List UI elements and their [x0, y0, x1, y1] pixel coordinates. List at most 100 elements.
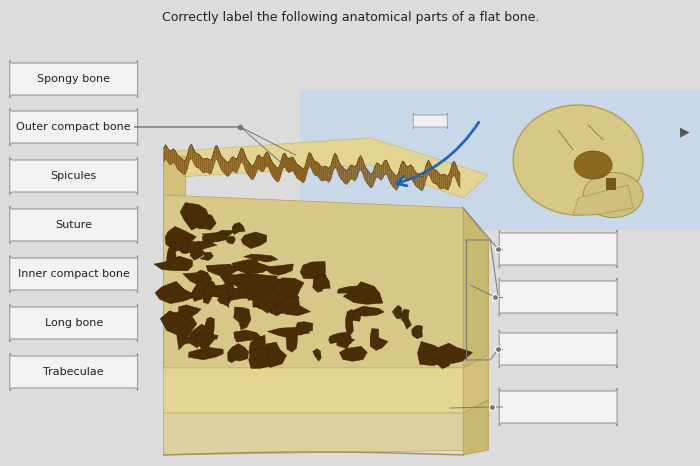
Polygon shape: [386, 160, 389, 179]
Polygon shape: [349, 165, 351, 182]
Polygon shape: [164, 138, 488, 198]
Polygon shape: [218, 295, 230, 307]
Polygon shape: [422, 172, 424, 191]
Polygon shape: [190, 324, 211, 348]
Polygon shape: [259, 155, 261, 171]
Polygon shape: [384, 160, 386, 175]
Polygon shape: [232, 259, 271, 274]
Polygon shape: [303, 167, 305, 183]
Polygon shape: [172, 149, 174, 164]
Polygon shape: [396, 173, 398, 190]
Ellipse shape: [513, 105, 643, 215]
Polygon shape: [319, 164, 321, 180]
Polygon shape: [176, 151, 178, 169]
Polygon shape: [244, 254, 278, 262]
Polygon shape: [363, 159, 365, 179]
Polygon shape: [360, 156, 363, 173]
Polygon shape: [343, 167, 345, 184]
Polygon shape: [241, 148, 243, 164]
Polygon shape: [325, 166, 327, 181]
Polygon shape: [200, 252, 214, 260]
Polygon shape: [273, 163, 275, 179]
Polygon shape: [164, 400, 488, 455]
Polygon shape: [299, 165, 301, 181]
Polygon shape: [202, 233, 228, 243]
Ellipse shape: [574, 151, 612, 179]
Polygon shape: [307, 153, 309, 173]
Polygon shape: [195, 153, 197, 168]
Polygon shape: [172, 241, 217, 253]
Polygon shape: [346, 168, 349, 185]
Polygon shape: [305, 159, 307, 181]
Polygon shape: [332, 332, 351, 349]
Polygon shape: [289, 157, 291, 173]
Polygon shape: [274, 278, 304, 297]
FancyBboxPatch shape: [499, 278, 617, 316]
Polygon shape: [277, 167, 279, 182]
Polygon shape: [300, 261, 326, 279]
Polygon shape: [433, 349, 449, 369]
Polygon shape: [181, 158, 183, 174]
Polygon shape: [430, 164, 433, 182]
Polygon shape: [168, 288, 186, 296]
Polygon shape: [219, 151, 221, 170]
Polygon shape: [327, 167, 329, 182]
Polygon shape: [209, 159, 211, 174]
Polygon shape: [345, 169, 346, 185]
Polygon shape: [450, 163, 452, 185]
Polygon shape: [329, 165, 331, 182]
Polygon shape: [180, 203, 209, 230]
Polygon shape: [440, 175, 442, 189]
Polygon shape: [463, 355, 488, 413]
Polygon shape: [155, 281, 198, 304]
Polygon shape: [160, 311, 192, 335]
Polygon shape: [179, 157, 181, 172]
Polygon shape: [332, 153, 335, 172]
Polygon shape: [183, 160, 186, 174]
Polygon shape: [178, 155, 179, 171]
Polygon shape: [228, 343, 248, 361]
Polygon shape: [167, 243, 176, 267]
Polygon shape: [211, 153, 214, 173]
FancyBboxPatch shape: [10, 108, 138, 146]
Polygon shape: [186, 155, 188, 174]
Polygon shape: [221, 274, 266, 296]
Polygon shape: [367, 169, 369, 185]
Polygon shape: [197, 154, 199, 169]
Polygon shape: [241, 232, 267, 248]
Polygon shape: [183, 270, 212, 284]
Polygon shape: [237, 153, 239, 172]
Polygon shape: [309, 153, 311, 167]
Polygon shape: [190, 334, 218, 340]
Polygon shape: [286, 328, 297, 352]
Polygon shape: [391, 170, 393, 186]
Polygon shape: [235, 158, 237, 173]
Polygon shape: [164, 145, 166, 162]
Polygon shape: [221, 156, 223, 172]
Polygon shape: [357, 158, 358, 178]
Polygon shape: [205, 158, 207, 172]
Polygon shape: [253, 286, 300, 307]
Polygon shape: [188, 348, 223, 360]
Polygon shape: [177, 320, 190, 350]
Ellipse shape: [583, 172, 643, 218]
Polygon shape: [192, 277, 217, 297]
Polygon shape: [233, 157, 235, 173]
Polygon shape: [297, 164, 299, 179]
Polygon shape: [293, 157, 295, 175]
Polygon shape: [433, 168, 435, 184]
Polygon shape: [278, 297, 294, 308]
Polygon shape: [409, 165, 410, 180]
Polygon shape: [287, 157, 289, 173]
Polygon shape: [191, 286, 215, 302]
Polygon shape: [323, 166, 325, 181]
Polygon shape: [402, 161, 405, 177]
Polygon shape: [230, 158, 231, 176]
Text: Long bone: Long bone: [45, 318, 103, 328]
Text: Trabeculae: Trabeculae: [43, 367, 104, 377]
Polygon shape: [190, 144, 191, 161]
Polygon shape: [313, 158, 315, 175]
Polygon shape: [454, 161, 456, 180]
Polygon shape: [395, 175, 396, 190]
Polygon shape: [202, 230, 235, 242]
